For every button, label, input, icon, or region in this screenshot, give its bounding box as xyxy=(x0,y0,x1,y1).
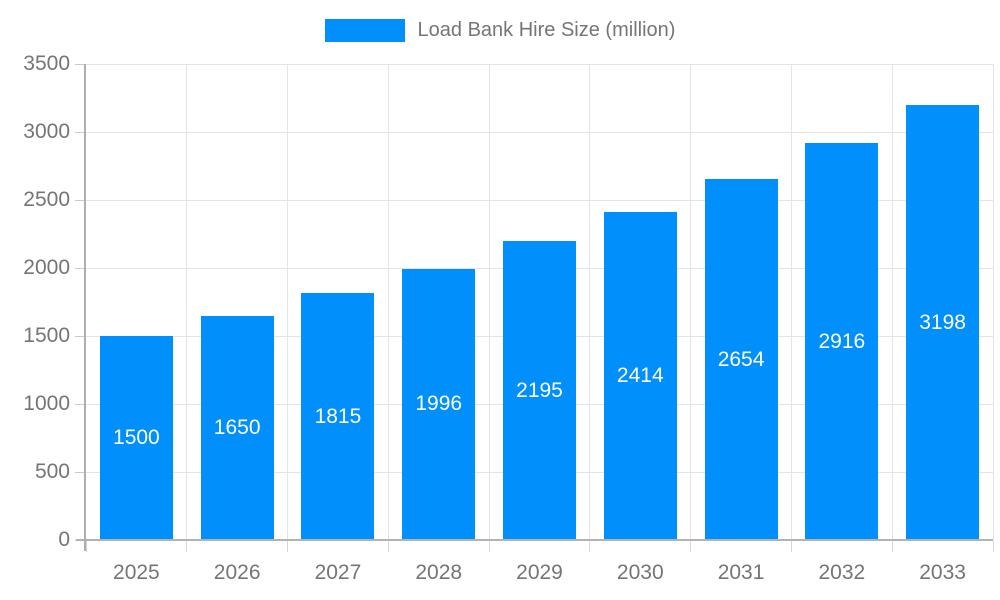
legend-swatch-icon xyxy=(324,19,405,42)
x-axis-label: 2032 xyxy=(818,561,866,584)
bar-value-label: 2195 xyxy=(516,378,563,402)
chart-legend-item[interactable]: Load Bank Hire Size (million) xyxy=(0,19,1000,42)
x-axis-label: 2027 xyxy=(314,561,362,584)
x-tick xyxy=(287,541,289,552)
y-tick xyxy=(75,63,84,65)
y-axis-label: 2000 xyxy=(23,256,70,279)
x-axis-label: 2029 xyxy=(516,561,563,584)
y-axis-label: 2500 xyxy=(23,188,70,211)
bar-2033[interactable]: 3198 xyxy=(906,105,980,540)
gridline-h xyxy=(86,199,993,201)
gridline-v xyxy=(387,64,389,540)
x-axis-label: 2030 xyxy=(616,561,664,584)
bar-2030[interactable]: 2414 xyxy=(603,211,677,540)
y-axis-line xyxy=(84,64,86,551)
bar-value-label: 1500 xyxy=(113,426,160,449)
y-axis-label: 1000 xyxy=(23,392,70,415)
bar-2026[interactable]: 1650 xyxy=(200,315,274,540)
bar-2025[interactable]: 1500 xyxy=(99,336,173,540)
x-tick xyxy=(186,541,188,552)
bar-value-label: 1996 xyxy=(415,392,463,416)
y-axis-label: 0 xyxy=(58,528,70,551)
x-tick xyxy=(790,541,792,552)
x-axis-label: 2026 xyxy=(213,561,261,584)
bar-value-label: 2414 xyxy=(616,363,664,387)
y-tick xyxy=(75,403,84,405)
legend-label: Load Bank Hire Size (million) xyxy=(417,19,676,41)
bar-value-label: 2916 xyxy=(818,329,866,353)
y-axis-label: 1500 xyxy=(23,324,70,347)
x-tick xyxy=(589,541,591,552)
bar-value-label: 1815 xyxy=(314,404,362,428)
x-tick xyxy=(85,541,87,552)
y-tick xyxy=(75,267,84,269)
gridline-v xyxy=(690,64,692,540)
x-tick xyxy=(891,541,893,552)
x-tick xyxy=(488,541,490,552)
gridline-v xyxy=(992,64,994,540)
bar-2028[interactable]: 1996 xyxy=(402,268,476,540)
y-tick xyxy=(75,199,84,201)
x-axis-line xyxy=(76,539,993,541)
gridline-v xyxy=(891,64,893,540)
y-axis-label: 500 xyxy=(34,460,70,483)
x-axis-label: 2025 xyxy=(113,561,160,584)
bar-2027[interactable]: 1815 xyxy=(301,293,375,540)
bar-2031[interactable]: 2654 xyxy=(704,179,778,540)
bar-2029[interactable]: 2195 xyxy=(503,241,576,540)
x-tick xyxy=(992,541,994,552)
bar-2032[interactable]: 2916 xyxy=(805,143,879,540)
plot-area: 0 500 1000 1500 2000 2500 3000 3500 1500 2025 1650… xyxy=(23,52,994,584)
gridline-v xyxy=(488,64,490,540)
x-axis-label: 2031 xyxy=(717,561,765,584)
bar-value-label: 3198 xyxy=(919,310,966,334)
gridline-h xyxy=(86,63,993,65)
y-axis-label: 3000 xyxy=(23,120,70,143)
y-axis-label: 3500 xyxy=(23,52,70,75)
gridline-v xyxy=(790,64,792,540)
x-tick xyxy=(387,541,389,552)
x-tick xyxy=(690,541,692,552)
gridline-v xyxy=(186,64,188,540)
bar-value-label: 1650 xyxy=(213,415,261,439)
y-tick xyxy=(75,471,84,473)
gridline-v xyxy=(589,64,591,540)
bar-value-label: 2654 xyxy=(717,347,765,371)
y-tick xyxy=(75,131,84,133)
gridline-v xyxy=(287,64,289,540)
x-axis-label: 2033 xyxy=(919,561,966,584)
y-tick xyxy=(75,335,84,337)
gridline-h xyxy=(86,131,993,133)
x-axis-label: 2028 xyxy=(415,561,463,584)
